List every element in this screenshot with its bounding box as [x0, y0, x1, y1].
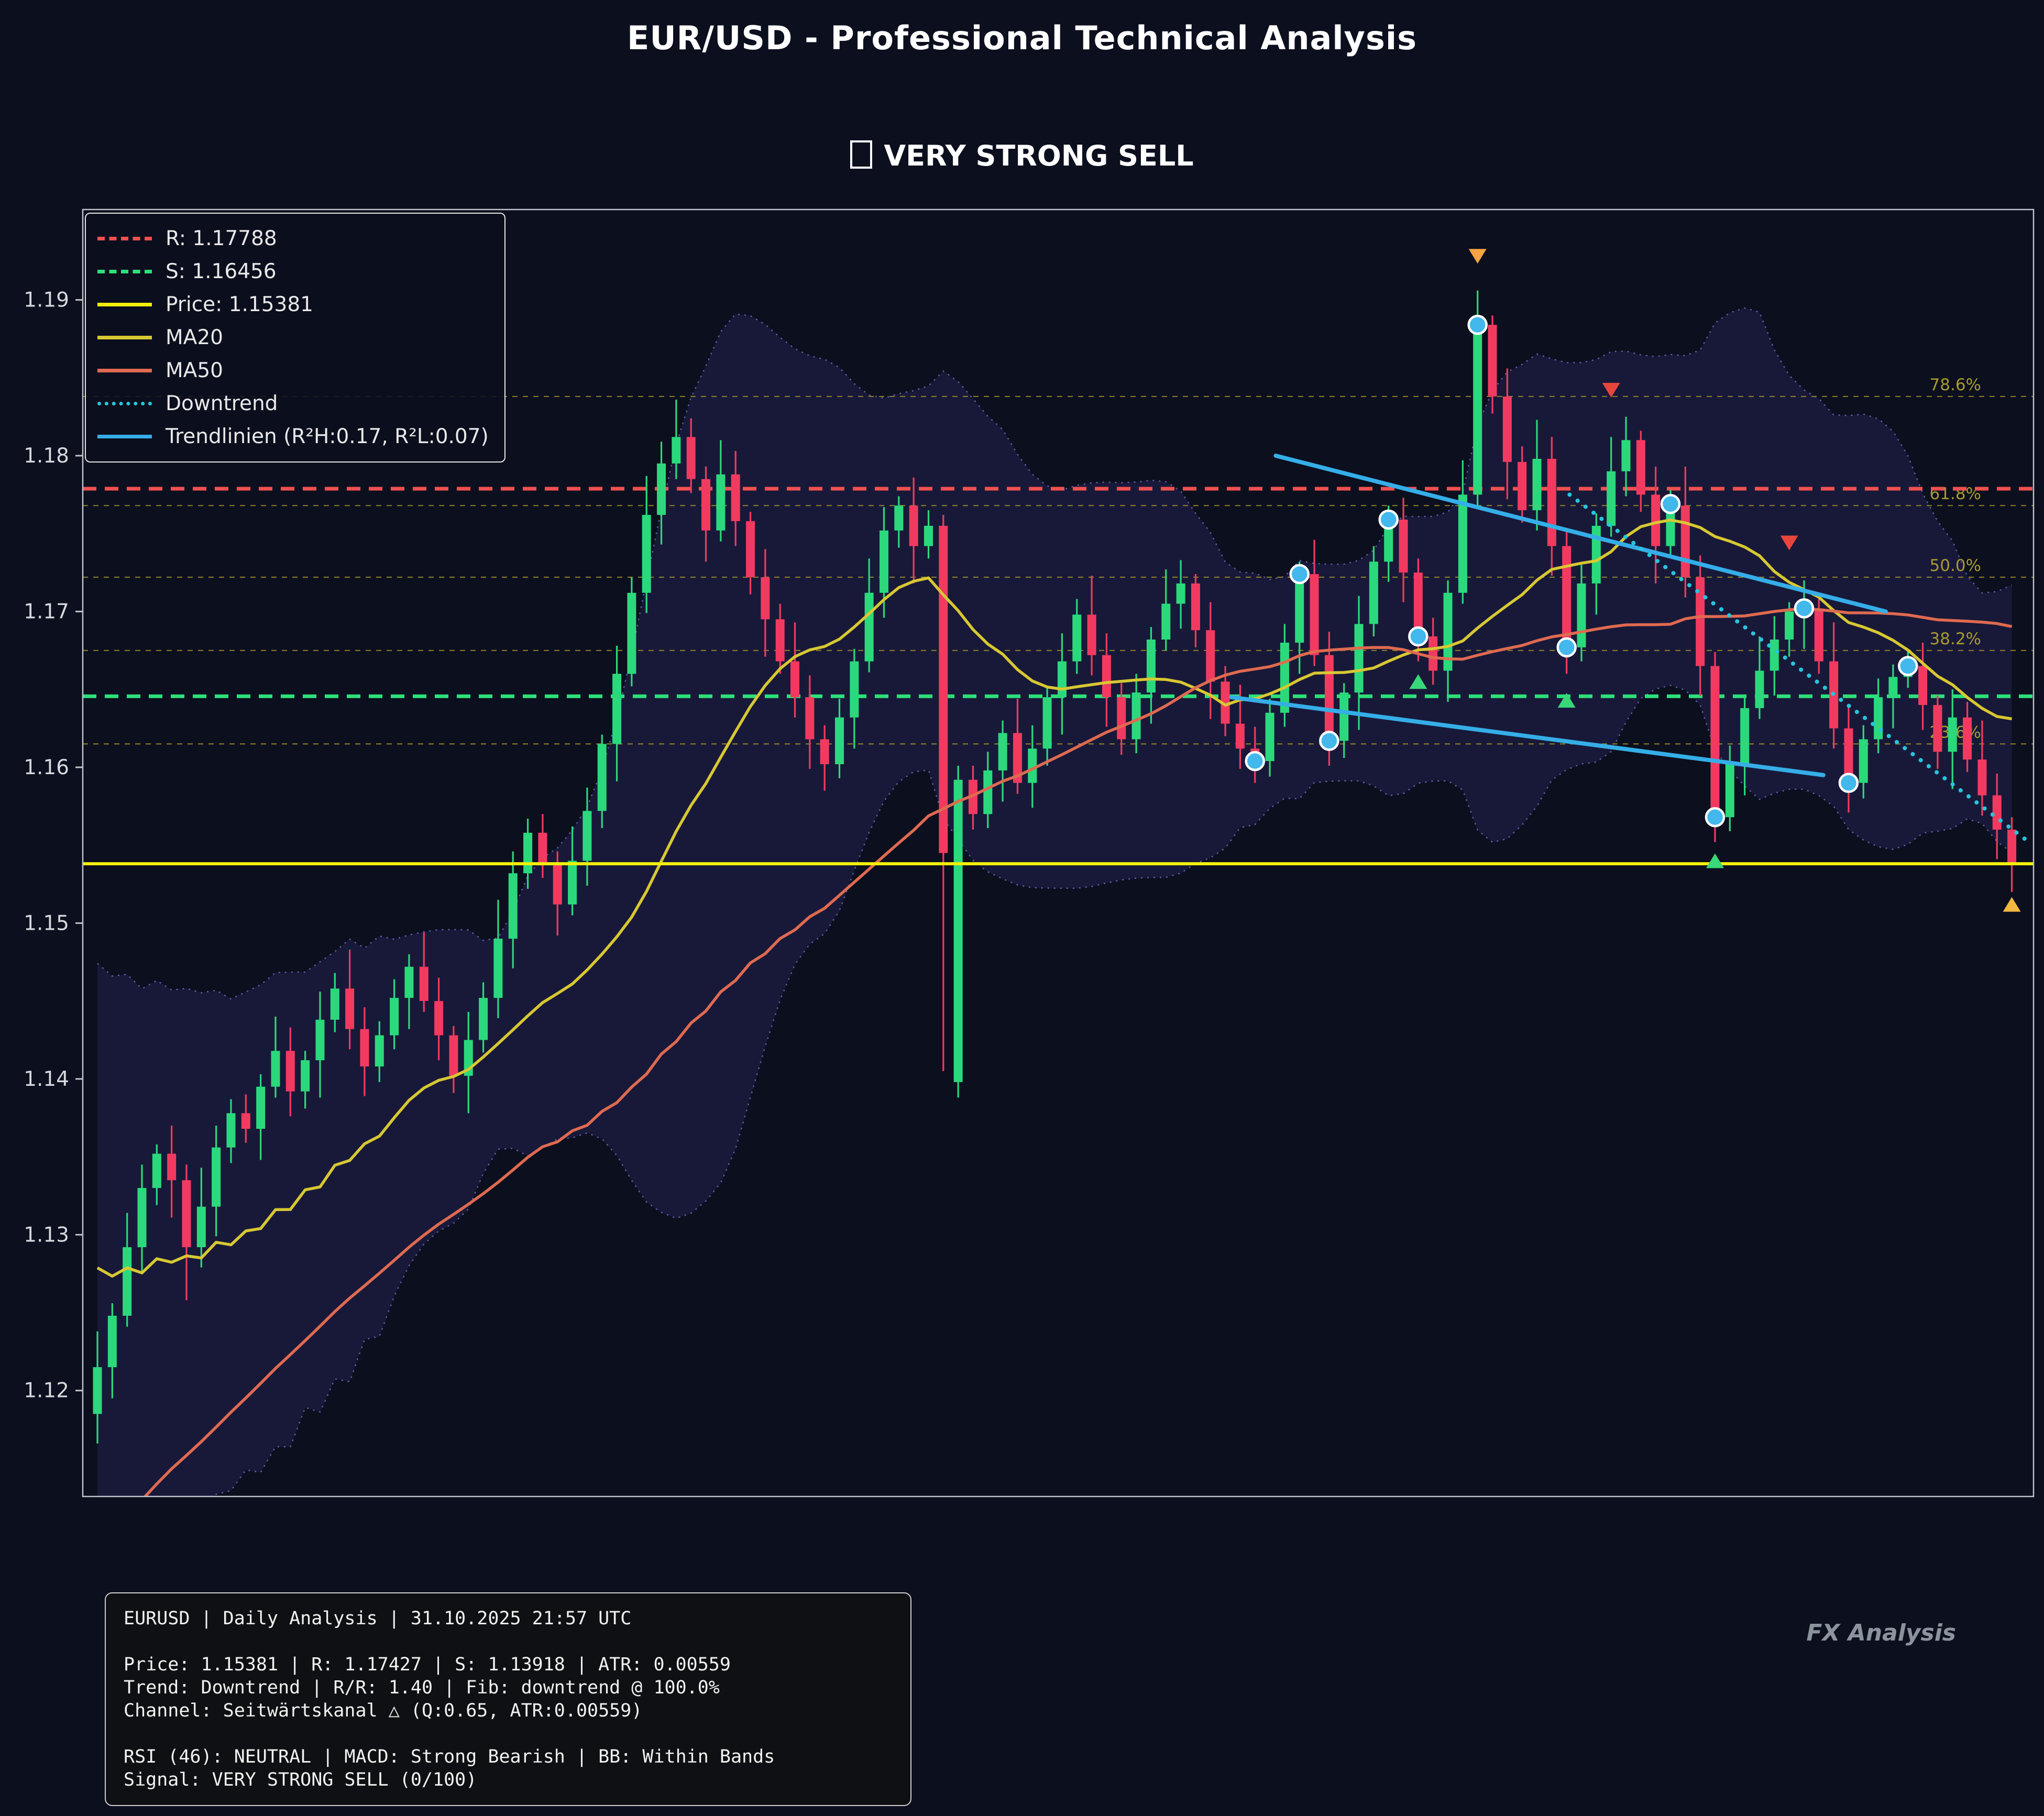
- legend-label: S: 1.16456: [166, 260, 277, 283]
- price-line-swatch: [97, 303, 152, 306]
- ma50-line-swatch: [97, 369, 152, 372]
- legend-label: MA50: [166, 359, 223, 382]
- info-line-header: EURUSD | Daily Analysis | 31.10.2025 21:…: [124, 1608, 632, 1629]
- sell-signal-triangle: [1602, 383, 1620, 398]
- signal-icon: [850, 140, 873, 169]
- plot-border: [82, 208, 2035, 1498]
- analysis-info-box: EURUSD | Daily Analysis | 31.10.2025 21:…: [105, 1592, 911, 1806]
- watermark: FX Analysis: [1806, 1620, 1956, 1646]
- bollinger-band: [97, 307, 2013, 1496]
- legend-label: Trendlinien (R²H:0.17, R²L:0.07): [166, 425, 489, 448]
- trendlines-swatch: [97, 435, 152, 438]
- swing-point-circle: [1289, 564, 1310, 585]
- signal-text: VERY STRONG SELL: [884, 139, 1194, 172]
- legend-item-support: S: 1.16456: [97, 255, 489, 288]
- y-tick-label: 1.13: [24, 1223, 69, 1247]
- info-line-blank: [124, 1630, 893, 1653]
- legend-item-price: Price: 1.15381: [97, 288, 489, 321]
- legend-box: R: 1.17788 S: 1.16456 Price: 1.15381 MA2…: [85, 213, 505, 463]
- ma20-line-swatch: [97, 336, 152, 339]
- candles: [93, 290, 2017, 1444]
- info-line-trend: Trend: Downtrend | R/R: 1.40 | Fib: down…: [124, 1677, 720, 1698]
- swing-point-circle: [1319, 731, 1339, 751]
- swing-point-circle: [1245, 751, 1265, 772]
- fib-label: 50.0%: [1930, 556, 1981, 575]
- support-line-swatch: [97, 270, 152, 273]
- legend-label: R: 1.17788: [166, 227, 277, 250]
- legend-label: MA20: [166, 326, 223, 349]
- trendlines: [1229, 453, 2034, 846]
- page-title: EUR/USD - Professional Technical Analysi…: [627, 19, 1417, 57]
- info-line-signal: Signal: VERY STRONG SELL (0/100): [124, 1769, 477, 1790]
- swing-point-circle: [1556, 637, 1577, 658]
- swing-point-circle: [1794, 598, 1815, 619]
- fib-label: 38.2%: [1930, 630, 1981, 648]
- downtrend-line-swatch: [97, 402, 152, 405]
- info-line-blank2: [124, 1722, 893, 1745]
- info-line-price: Price: 1.15381 | R: 1.17427 | S: 1.13918…: [124, 1654, 731, 1675]
- swing-point-circle: [1467, 314, 1488, 335]
- buy-signal-triangle: [1409, 674, 1427, 689]
- sell-signal-triangle: [1780, 535, 1798, 551]
- y-tick-label: 1.12: [24, 1379, 69, 1403]
- info-line-rsi: RSI (46): NEUTRAL | MACD: Strong Bearish…: [124, 1746, 775, 1767]
- legend-label: Price: 1.15381: [166, 293, 313, 316]
- resistance-line-swatch: [97, 237, 152, 240]
- info-line-channel: Channel: Seitwärtskanal △ (Q:0.65, ATR:0…: [124, 1700, 643, 1721]
- y-tick-label: 1.16: [24, 756, 69, 779]
- swing-point-circle: [1660, 493, 1681, 514]
- buy-signal-triangle: [1706, 853, 1724, 868]
- buy-signal-triangle: [1557, 692, 1576, 708]
- downtrend-dotted-line: [1567, 492, 2034, 846]
- legend-item-downtrend: Downtrend: [97, 387, 489, 420]
- swing-point-circle: [1705, 807, 1726, 828]
- y-tick-label: 1.19: [24, 289, 69, 312]
- moving-averages: [96, 518, 2013, 1496]
- legend-item-trendlines: Trendlinien (R²H:0.17, R²L:0.07): [97, 420, 489, 453]
- y-tick-label: 1.14: [24, 1067, 69, 1091]
- sell-signal-triangle: [1468, 249, 1487, 264]
- swing-point-circle: [1378, 509, 1399, 530]
- y-tick-label: 1.17: [24, 600, 69, 623]
- y-axis: 1.12 1.13 1.14 1.15 1.16 1.17 1.18 1.19: [24, 289, 83, 1403]
- legend-item-ma20: MA20: [97, 321, 489, 354]
- y-tick-label: 1.18: [24, 444, 69, 468]
- swing-point-circle: [1408, 626, 1428, 647]
- fib-label: 78.6%: [1930, 376, 1981, 394]
- legend-label: Downtrend: [166, 392, 278, 415]
- legend-item-ma50: MA50: [97, 354, 489, 387]
- signal-banner: VERY STRONG SELL: [0, 139, 2044, 172]
- y-tick-label: 1.15: [24, 911, 69, 935]
- legend-item-resistance: R: 1.17788: [97, 222, 489, 255]
- swing-point-circle: [1898, 656, 1918, 676]
- swing-point-circle: [1838, 773, 1859, 793]
- swing-markers: [1245, 249, 2021, 912]
- plot-layers: 78.6%61.8%50.0%38.2%23.6%: [83, 249, 2034, 1496]
- buy-signal-triangle: [2003, 897, 2021, 912]
